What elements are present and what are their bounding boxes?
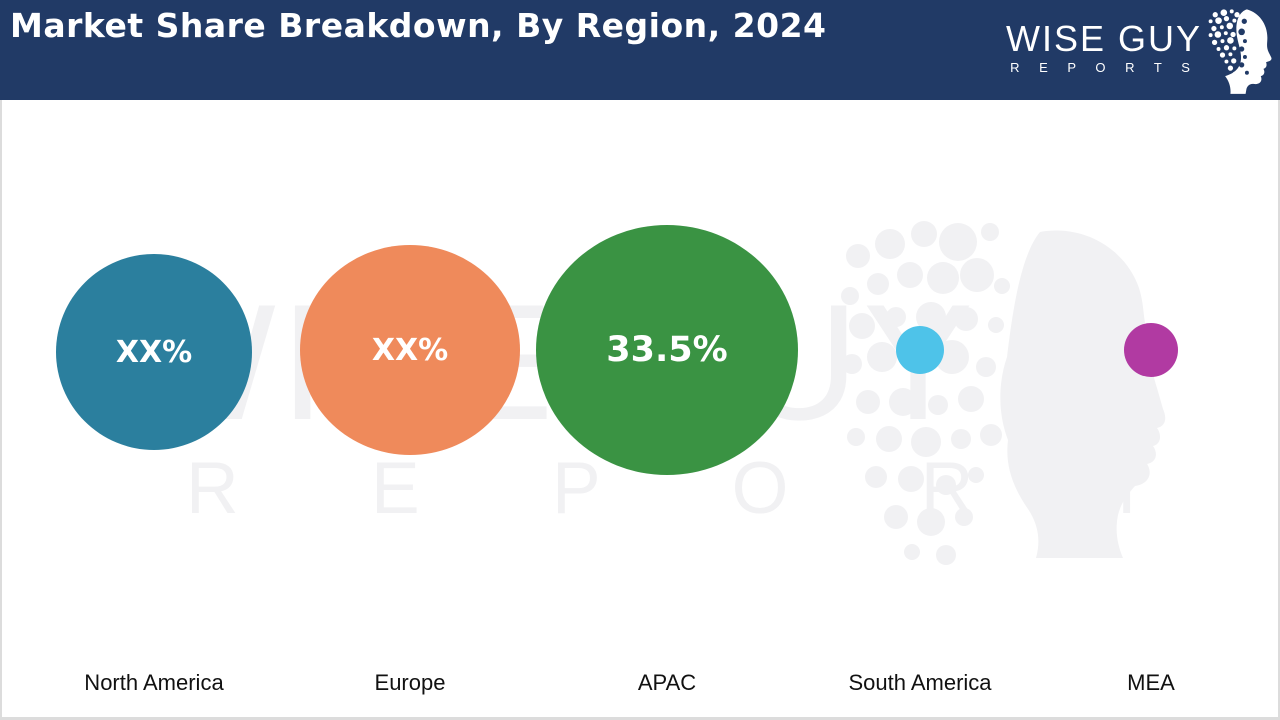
logo-head-dots xyxy=(1208,9,1240,76)
category-label-north-america: North America xyxy=(84,670,224,695)
bubble-value-north-america: XX% xyxy=(115,334,193,370)
wise-guy-logo: WISE GUY R E P O R T S xyxy=(1006,6,1274,96)
logo-wordmark: WISE GUY xyxy=(1005,18,1202,59)
category-label-europe: Europe xyxy=(374,670,446,695)
page-title: Market Share Breakdown, By Region, 2024 xyxy=(10,6,827,45)
bubble-value-apac: 33.5% xyxy=(606,330,728,370)
bubble-europe: XX% xyxy=(300,245,520,455)
logo-text: WISE GUY R E P O R T S xyxy=(1005,18,1202,76)
category-label-south-america: South America xyxy=(848,670,992,695)
logo-head-inner-dots xyxy=(1238,18,1249,75)
header: Market Share Breakdown, By Region, 2024 … xyxy=(0,0,1280,100)
bubble-chart: XX% North America XX% Europe 33.5% APAC South … xyxy=(0,100,1280,720)
category-label-apac: APAC xyxy=(637,670,697,695)
bubble-apac: 33.5% xyxy=(536,225,798,475)
wise-guy-head-icon xyxy=(1208,9,1272,94)
logo-subtext: R E P O R T S xyxy=(1010,60,1198,75)
bubble-value-europe: XX% xyxy=(371,332,449,368)
bubble-north-america: XX% xyxy=(56,254,252,450)
bubble-mea xyxy=(1124,323,1178,377)
logo-head-silhouette xyxy=(1225,9,1272,94)
bubble-south-america xyxy=(896,326,944,374)
category-label-mea: MEA xyxy=(1127,670,1175,695)
